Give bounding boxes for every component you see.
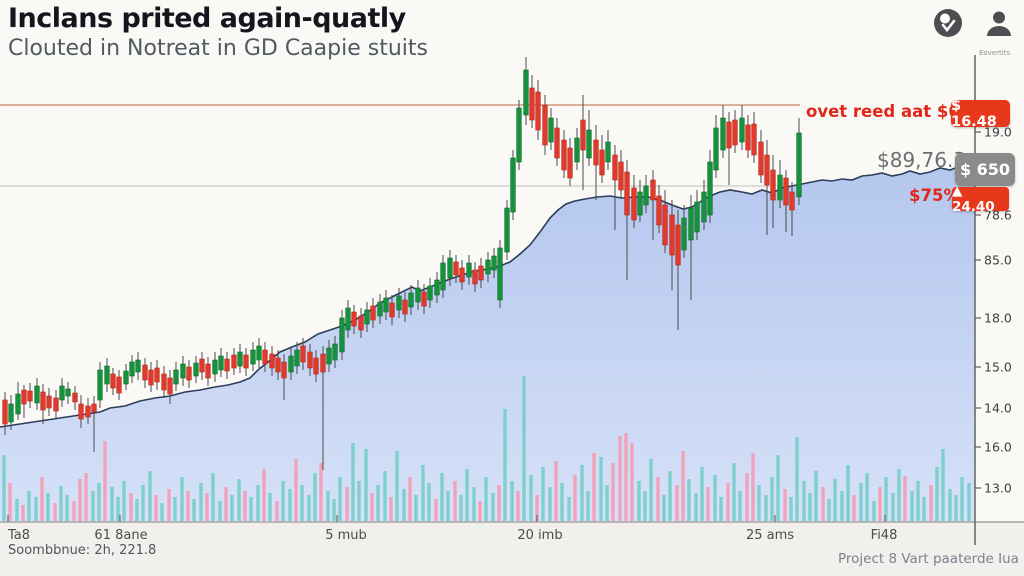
y-axis-label: 15.0	[984, 360, 1012, 375]
x-axis-label: 25 ams	[746, 528, 794, 543]
volume-bars	[2, 376, 971, 521]
chart-background	[0, 523, 1024, 576]
source-note: Soombbnue: 2h, 221.8	[8, 543, 157, 558]
change-annotation: $75%	[909, 186, 960, 205]
axis-caption: Eovertits	[979, 49, 1011, 57]
y-axis-label: 19.0	[984, 125, 1012, 140]
y-axis-label: 13.0	[984, 481, 1012, 496]
current-price-annotation: $89,76.3	[877, 148, 967, 172]
y-axis-label: 18.0	[984, 311, 1012, 326]
area-series	[0, 165, 975, 521]
y-axis-label: 14.0	[984, 401, 1012, 416]
resistance-price-badge: $ 16.48	[951, 98, 1010, 130]
globe-check-icon[interactable]	[933, 8, 963, 38]
user-profile-icon[interactable]	[984, 8, 1014, 38]
project-note: Project 8 Vart paaterde Iua	[838, 551, 1019, 567]
y-axis-label: 85.0	[984, 253, 1012, 268]
x-axis-label: Ta8	[7, 528, 30, 543]
axes: Ta8 61 8ane 5 mub 20 imb 25 ams Fi48 19.0 78.6 8…	[0, 55, 1024, 545]
resistance-annotation: ovet reed aat $69%	[806, 102, 988, 121]
x-axis-label: Fi48	[871, 528, 898, 543]
x-axis-label: 20 imb	[517, 528, 562, 543]
change-price-badge: ▲ 24.40	[952, 183, 1009, 215]
current-price-badge: $ 650	[955, 153, 1015, 186]
y-axis-label: 78.6	[984, 208, 1012, 223]
candles	[2, 57, 802, 470]
page-title: Inclans prited again-quatly	[8, 3, 406, 34]
x-axis-label: 5 mub	[325, 528, 367, 543]
y-axis-label: 16.0	[984, 440, 1012, 455]
x-axis-label: 61 8ane	[94, 528, 147, 543]
page-subtitle: Clouted in Notreat in GD Caapie stuits	[8, 36, 428, 61]
